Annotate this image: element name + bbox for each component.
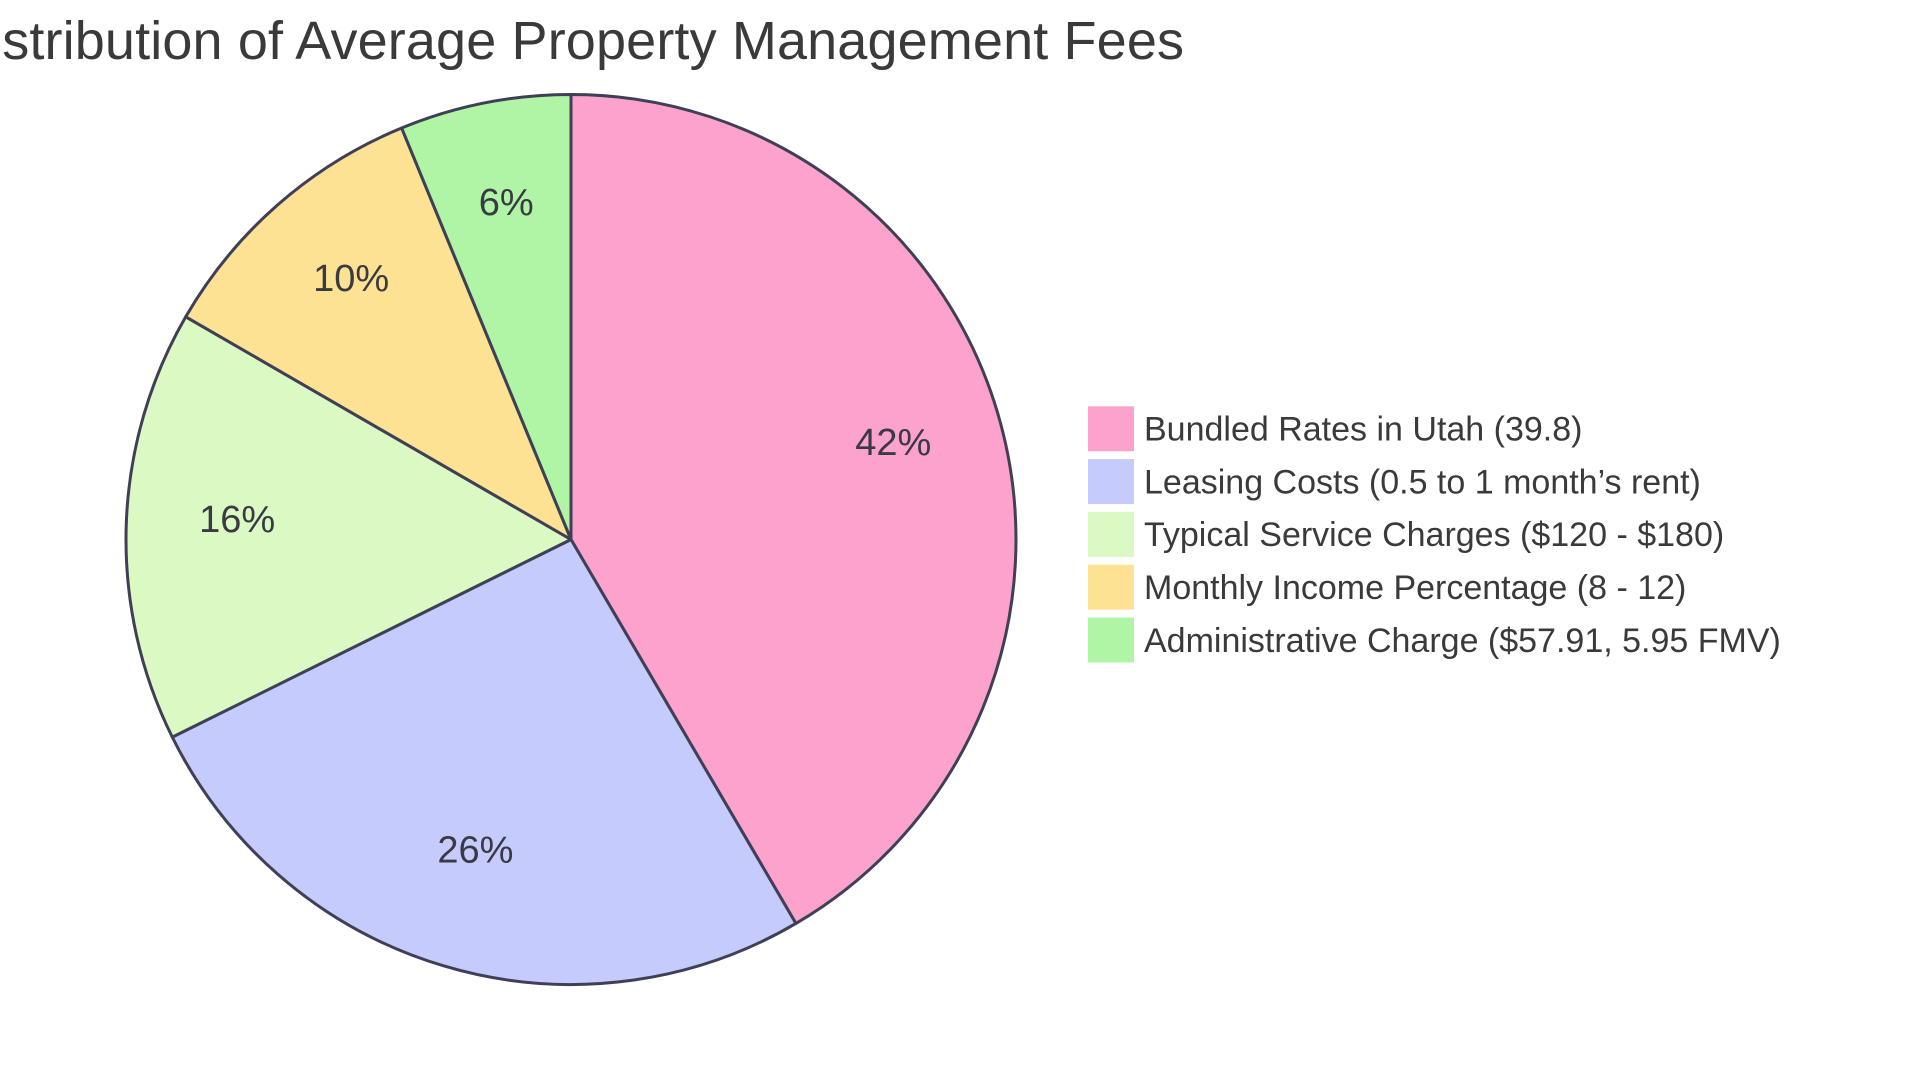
svg-text:42%: 42% [855,422,931,464]
svg-text:Bundled Rates in Utah (39.8): Bundled Rates in Utah (39.8) [1144,411,1582,449]
svg-text:Administrative Charge ($57.91,: Administrative Charge ($57.91, 5.95 FMV) [1144,622,1781,660]
svg-text:10%: 10% [313,258,389,300]
svg-text:Monthly Income Percentage (8 -: Monthly Income Percentage (8 - 12) [1144,569,1686,607]
svg-text:Leasing Costs (0.5 to 1 month’: Leasing Costs (0.5 to 1 month’s rent) [1144,463,1701,501]
svg-text:Typical Service Charges ($120: Typical Service Charges ($120 - $180) [1144,516,1724,554]
svg-text:26%: 26% [437,830,513,872]
svg-text:16%: 16% [199,499,275,541]
svg-text:6%: 6% [479,182,534,224]
svg-text:Distribution of Average Proper: Distribution of Average Property Managem… [0,11,1184,71]
